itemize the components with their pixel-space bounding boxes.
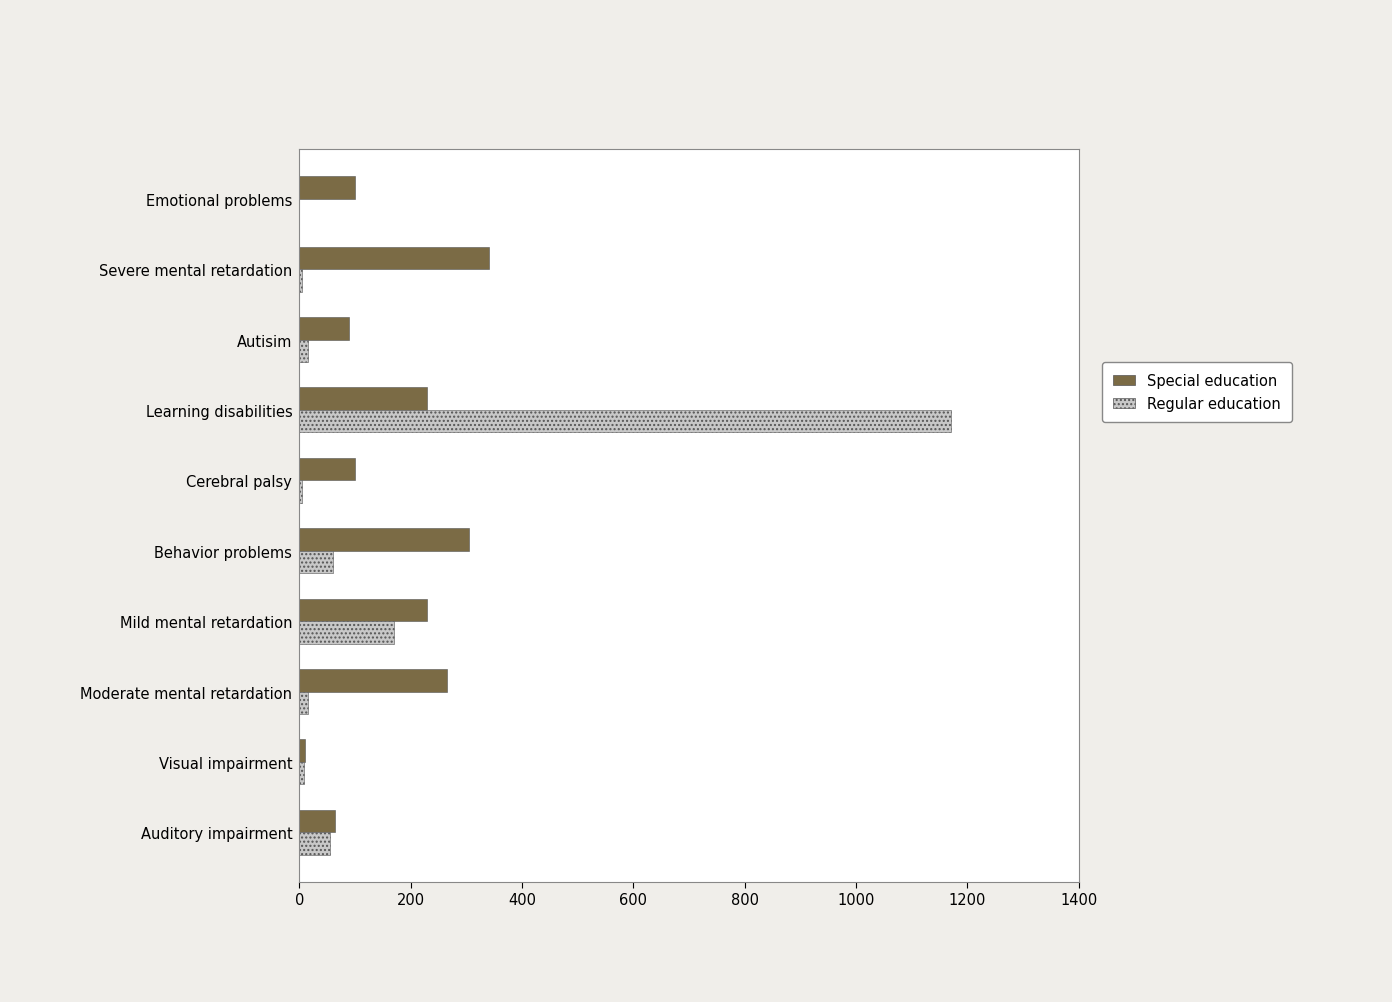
Bar — [299, 458, 355, 481]
Bar — [299, 621, 394, 644]
Bar — [299, 739, 305, 763]
Bar — [299, 411, 951, 433]
Legend: Special education, Regular education: Special education, Regular education — [1101, 363, 1292, 423]
Bar — [299, 810, 335, 833]
Bar — [299, 341, 308, 363]
Bar — [299, 669, 447, 691]
Bar — [299, 691, 308, 714]
Bar — [299, 177, 355, 199]
Bar — [299, 270, 302, 293]
Bar — [299, 833, 330, 855]
Bar — [299, 388, 427, 411]
Bar — [299, 247, 489, 270]
Bar — [299, 763, 303, 785]
Bar — [299, 551, 333, 574]
Bar — [299, 481, 302, 503]
Bar — [299, 529, 469, 551]
Bar — [299, 599, 427, 621]
Bar — [299, 318, 349, 341]
